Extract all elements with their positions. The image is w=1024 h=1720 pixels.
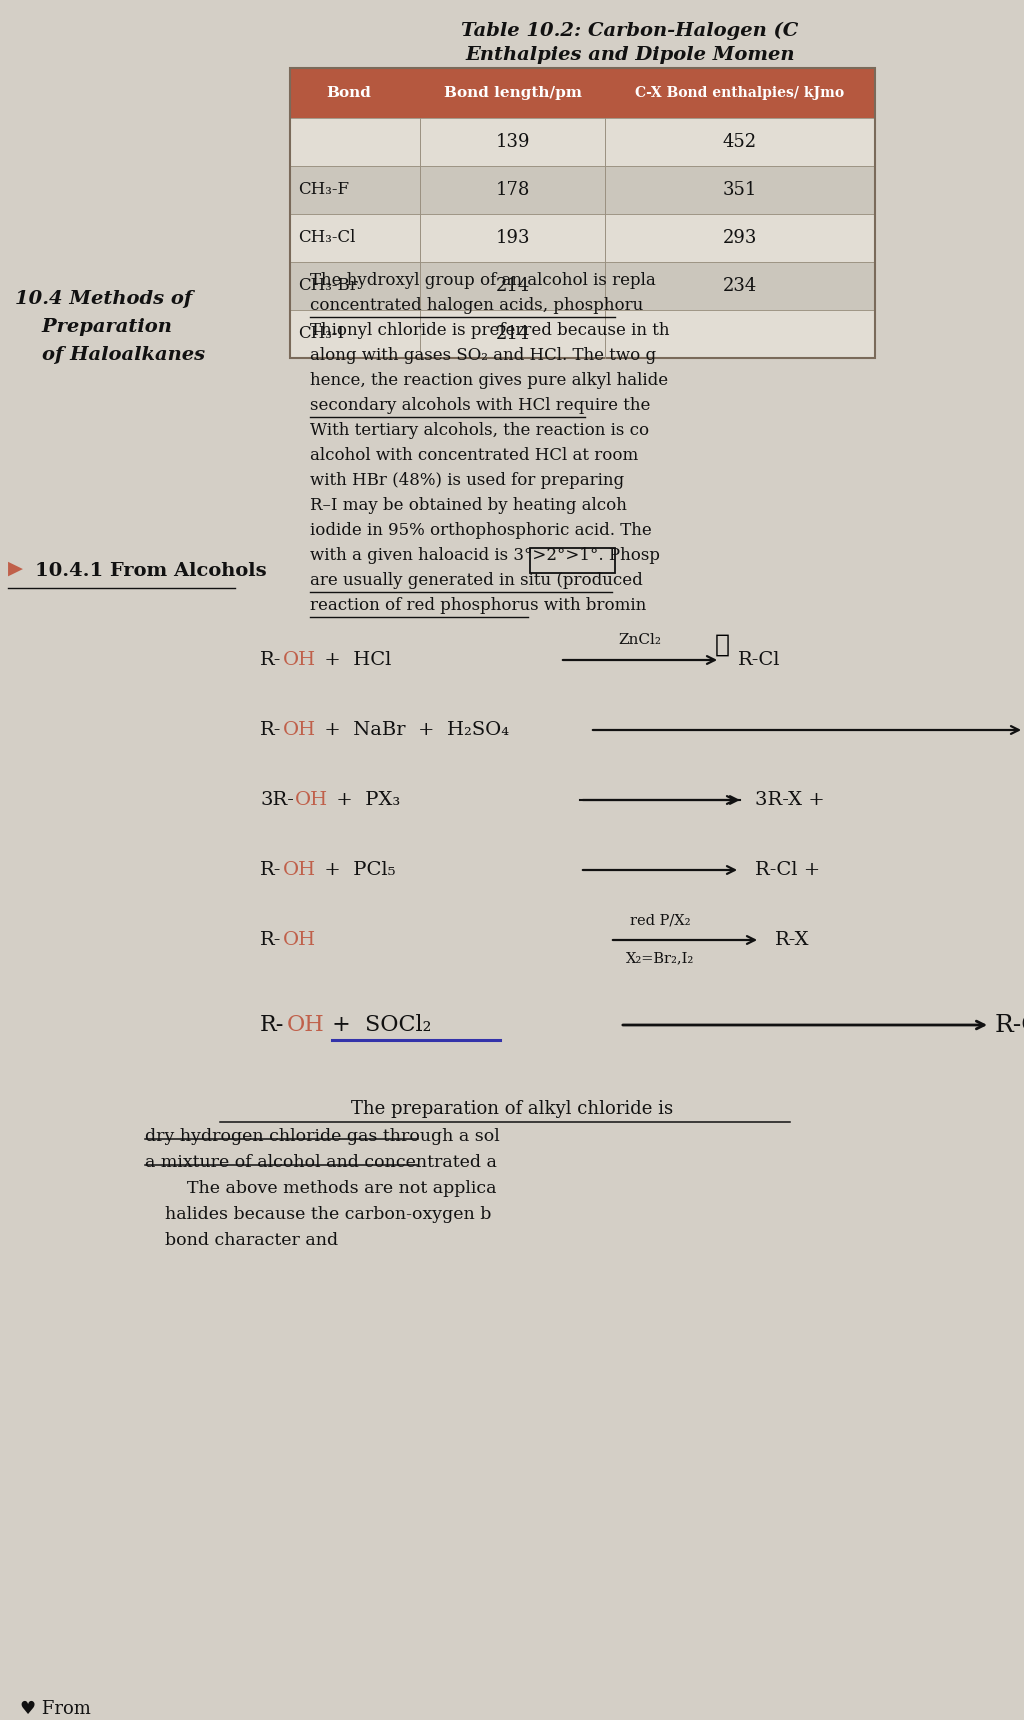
Text: bond character and: bond character and (165, 1232, 338, 1249)
FancyBboxPatch shape (290, 213, 874, 261)
Text: red P/X₂: red P/X₂ (630, 913, 690, 929)
Text: ▶: ▶ (8, 559, 23, 578)
Text: R-: R- (260, 931, 282, 949)
FancyBboxPatch shape (290, 69, 874, 119)
Text: OH: OH (283, 862, 316, 879)
Text: secondary alcohols with HCl require the: secondary alcohols with HCl require the (310, 397, 650, 415)
Text: 3R-: 3R- (260, 791, 294, 808)
Text: 193: 193 (496, 229, 529, 248)
Text: are usually generated in situ (produced: are usually generated in situ (produced (310, 573, 643, 588)
Text: +  HCl: + HCl (318, 650, 391, 669)
Text: R-Cl: R-Cl (995, 1013, 1024, 1037)
Text: Thionyl chloride is preferred because in th: Thionyl chloride is preferred because in… (310, 322, 670, 339)
FancyBboxPatch shape (290, 119, 874, 167)
Text: The above methods are not applica: The above methods are not applica (165, 1180, 497, 1197)
Text: R-Cl: R-Cl (738, 650, 780, 669)
Text: Table 10.2: Carbon-Halogen (C: Table 10.2: Carbon-Halogen (C (462, 22, 799, 40)
Text: C-X Bond enthalpies/ kJmo: C-X Bond enthalpies/ kJmo (636, 86, 845, 100)
Text: CH₃-I: CH₃-I (298, 325, 344, 342)
Text: ZnCl₂: ZnCl₂ (618, 633, 662, 647)
Text: Enthalpies and Dipole Momen: Enthalpies and Dipole Momen (465, 46, 795, 64)
Text: dry hydrogen chloride gas through a sol: dry hydrogen chloride gas through a sol (145, 1128, 500, 1146)
Text: 3R-X +: 3R-X + (755, 791, 824, 808)
Text: CH₃-Cl: CH₃-Cl (298, 229, 355, 246)
Text: 178: 178 (496, 181, 529, 200)
Text: 351: 351 (723, 181, 757, 200)
FancyBboxPatch shape (290, 310, 874, 358)
Text: +  PCl₅: + PCl₅ (318, 862, 395, 879)
Text: of Haloalkanes: of Haloalkanes (15, 346, 205, 365)
Text: Preparation: Preparation (15, 318, 172, 335)
Text: OH: OH (283, 931, 316, 949)
Text: ♥ From: ♥ From (20, 1699, 91, 1718)
Text: OH: OH (283, 650, 316, 669)
Text: alcohol with concentrated HCl at room: alcohol with concentrated HCl at room (310, 447, 638, 464)
Text: OH: OH (295, 791, 328, 808)
Text: Bond: Bond (326, 86, 371, 100)
Text: R-: R- (260, 721, 282, 740)
FancyBboxPatch shape (290, 167, 874, 213)
Text: X₂=Br₂,I₂: X₂=Br₂,I₂ (626, 951, 694, 965)
Text: OH: OH (283, 721, 316, 740)
Text: 10.4 Methods of: 10.4 Methods of (15, 291, 193, 308)
Text: iodide in 95% orthophosphoric acid. The: iodide in 95% orthophosphoric acid. The (310, 521, 651, 538)
Text: halides because the carbon-oxygen b: halides because the carbon-oxygen b (165, 1206, 492, 1223)
Text: The hydroxyl group of an alcohol is repla: The hydroxyl group of an alcohol is repl… (310, 272, 655, 289)
Text: R-X: R-X (775, 931, 810, 949)
Text: a mixture of alcohol and concentrated a: a mixture of alcohol and concentrated a (145, 1154, 497, 1171)
Text: R-: R- (260, 1015, 285, 1035)
Text: hence, the reaction gives pure alkyl halide: hence, the reaction gives pure alkyl hal… (310, 372, 668, 389)
Text: Bond length/pm: Bond length/pm (443, 86, 582, 100)
Text: With tertiary alcohols, the reaction is co: With tertiary alcohols, the reaction is … (310, 421, 649, 439)
Text: along with gases SO₂ and HCl. The two g: along with gases SO₂ and HCl. The two g (310, 347, 656, 365)
Text: R-: R- (260, 862, 282, 879)
Text: reaction of red phosphorus with bromin: reaction of red phosphorus with bromin (310, 597, 646, 614)
Text: 214: 214 (496, 277, 529, 296)
Text: OH: OH (287, 1015, 325, 1035)
Text: 139: 139 (496, 132, 529, 151)
Text: +  SOCl₂: + SOCl₂ (325, 1015, 431, 1035)
Text: 234: 234 (723, 277, 757, 296)
Text: 214: 214 (496, 325, 529, 342)
Text: +  PX₃: + PX₃ (330, 791, 400, 808)
Text: with HBr (48%) is used for preparing: with HBr (48%) is used for preparing (310, 471, 624, 488)
Text: R-: R- (260, 650, 282, 669)
Text: CH₃-Br: CH₃-Br (298, 277, 357, 294)
Text: 293: 293 (723, 229, 757, 248)
Text: 10.4.1 From Alcohols: 10.4.1 From Alcohols (35, 562, 266, 580)
Text: R–I may be obtained by heating alcoh: R–I may be obtained by heating alcoh (310, 497, 627, 514)
Text: +  NaBr  +  H₂SO₄: + NaBr + H₂SO₄ (318, 721, 509, 740)
Text: concentrated halogen acids, phosphoru: concentrated halogen acids, phosphoru (310, 298, 643, 315)
Text: 🦊: 🦊 (715, 633, 730, 657)
Text: with a given haloacid is 3°>2°>1°. Phosp: with a given haloacid is 3°>2°>1°. Phosp (310, 547, 660, 564)
FancyBboxPatch shape (290, 261, 874, 310)
Text: CH₃-F: CH₃-F (298, 182, 349, 198)
Text: The preparation of alkyl chloride is: The preparation of alkyl chloride is (351, 1101, 673, 1118)
Text: 452: 452 (723, 132, 757, 151)
Text: R-Cl +: R-Cl + (755, 862, 820, 879)
